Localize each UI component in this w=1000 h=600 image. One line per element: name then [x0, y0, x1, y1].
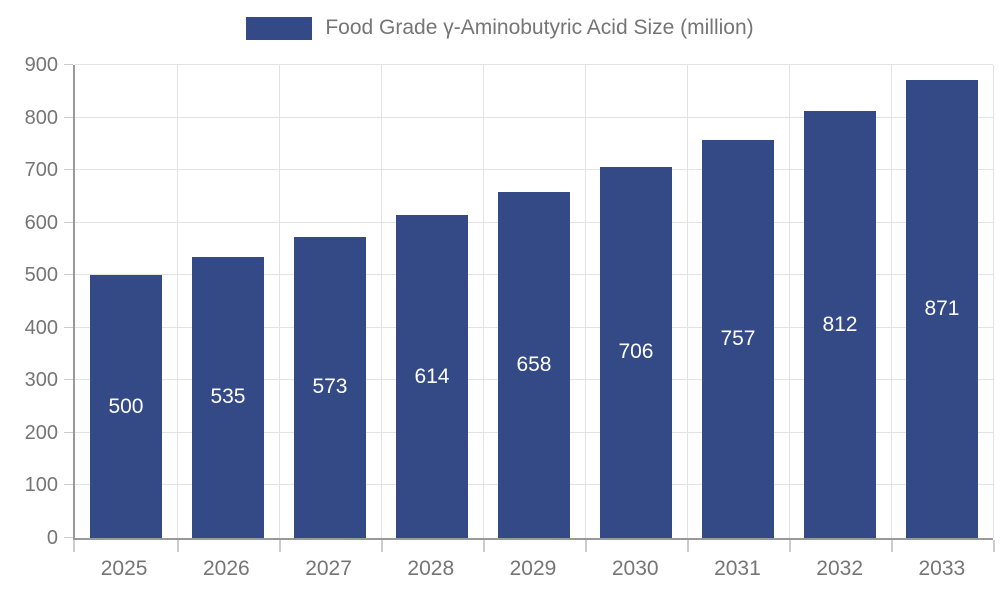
y-axis-label: 300 [24, 369, 58, 392]
x-axis-label: 2028 [407, 557, 455, 580]
x-axis-label: 2030 [611, 557, 659, 580]
x-axis-label: 2027 [305, 557, 352, 580]
x-axis-label: 2032 [816, 557, 863, 580]
bar-value-label: 871 [924, 297, 960, 321]
bar[interactable]: 500 [89, 275, 163, 538]
x-axis: 2025 2026 2027 2028 2029 2030 2031 2032 2033 [73, 554, 993, 584]
y-axis-tick [64, 169, 73, 171]
gridline-vertical [177, 65, 178, 538]
bar-column: 658 [483, 65, 585, 538]
x-axis-tick [380, 540, 383, 552]
y-axis-label: 700 [24, 159, 58, 182]
gridline-horizontal [75, 169, 993, 171]
bar-value-label: 614 [414, 364, 450, 388]
bar[interactable]: 812 [803, 111, 877, 538]
y-axis: 0 100 200 300 400 500 600 700 800 900 [0, 55, 58, 548]
bar-column: 706 [585, 65, 687, 538]
bar-value-label: 500 [108, 394, 144, 418]
x-axis-tick [993, 540, 995, 552]
y-axis-label: 400 [24, 316, 58, 339]
x-axis-tick [177, 540, 179, 552]
y-axis-tick [64, 431, 73, 433]
x-axis-tick [686, 540, 689, 552]
y-axis-tick [64, 537, 73, 538]
bar-value-label: 812 [822, 312, 858, 336]
gridline-vertical [993, 65, 994, 538]
gridline-vertical [891, 65, 892, 538]
gridline-vertical [483, 65, 484, 538]
gridline-vertical [789, 65, 790, 538]
y-axis-label: 800 [24, 106, 58, 129]
gridline-vertical [585, 65, 586, 538]
gridline-horizontal [75, 64, 993, 65]
legend-swatch [246, 16, 313, 40]
bar[interactable]: 871 [905, 80, 979, 538]
y-axis-tick [64, 221, 73, 223]
bar-column: 500 [75, 65, 177, 538]
bar[interactable]: 757 [701, 140, 775, 538]
x-axis-tick [585, 540, 587, 552]
bar-value-label: 757 [720, 327, 756, 351]
bar-value-label: 658 [516, 353, 552, 377]
x-axis-label: 2033 [918, 557, 966, 580]
legend[interactable]: Food Grade γ-Aminobutyric Acid Size (mil… [0, 16, 1000, 40]
gridline-horizontal [75, 116, 993, 118]
x-axis-label: 2026 [202, 557, 250, 580]
x-axis-label: 2031 [714, 557, 761, 580]
bar-column: 871 [891, 65, 993, 538]
y-axis-tick [64, 116, 73, 118]
bar-column: 535 [177, 65, 279, 538]
bar[interactable]: 706 [599, 166, 673, 538]
x-axis-tick [73, 540, 75, 552]
bar[interactable]: 658 [497, 192, 571, 538]
bar-column: 614 [381, 65, 483, 538]
y-axis-label: 100 [24, 474, 58, 497]
x-axis-tick [891, 540, 893, 552]
x-axis-tick [789, 540, 791, 552]
gridline-vertical [686, 65, 688, 538]
bar[interactable]: 573 [293, 236, 367, 538]
bar-value-label: 573 [312, 375, 348, 399]
y-axis-tick [64, 64, 73, 65]
y-axis-label: 0 [46, 527, 58, 549]
bar-column: 812 [789, 65, 891, 538]
y-axis-tick [64, 379, 73, 381]
y-axis-tick [64, 274, 73, 276]
x-axis-tick [279, 540, 281, 552]
x-axis-label: 2029 [509, 557, 557, 580]
bar[interactable]: 535 [191, 256, 265, 538]
bars-row: 500 535 573 614 658 706 757 812 871 [75, 65, 993, 538]
bar-value-label: 535 [210, 385, 246, 409]
bar-column: 573 [279, 65, 381, 538]
x-axis-tick [483, 540, 485, 552]
bar-column: 757 [687, 65, 789, 538]
gridline-vertical [380, 65, 382, 538]
y-axis-label: 500 [24, 264, 58, 287]
y-axis-tick [64, 484, 73, 486]
x-axis-label: 2025 [100, 557, 148, 580]
plot-area: 500 535 573 614 658 706 757 812 871 [64, 64, 995, 552]
y-axis-tick [64, 326, 73, 328]
bar[interactable]: 614 [395, 215, 469, 538]
y-axis-label: 900 [24, 54, 58, 76]
bar-value-label: 706 [618, 340, 654, 364]
y-axis-label: 200 [24, 421, 58, 444]
gridline-vertical [279, 65, 280, 538]
legend-label: Food Grade γ-Aminobutyric Acid Size (mil… [325, 16, 754, 39]
y-axis-label: 600 [24, 211, 58, 234]
